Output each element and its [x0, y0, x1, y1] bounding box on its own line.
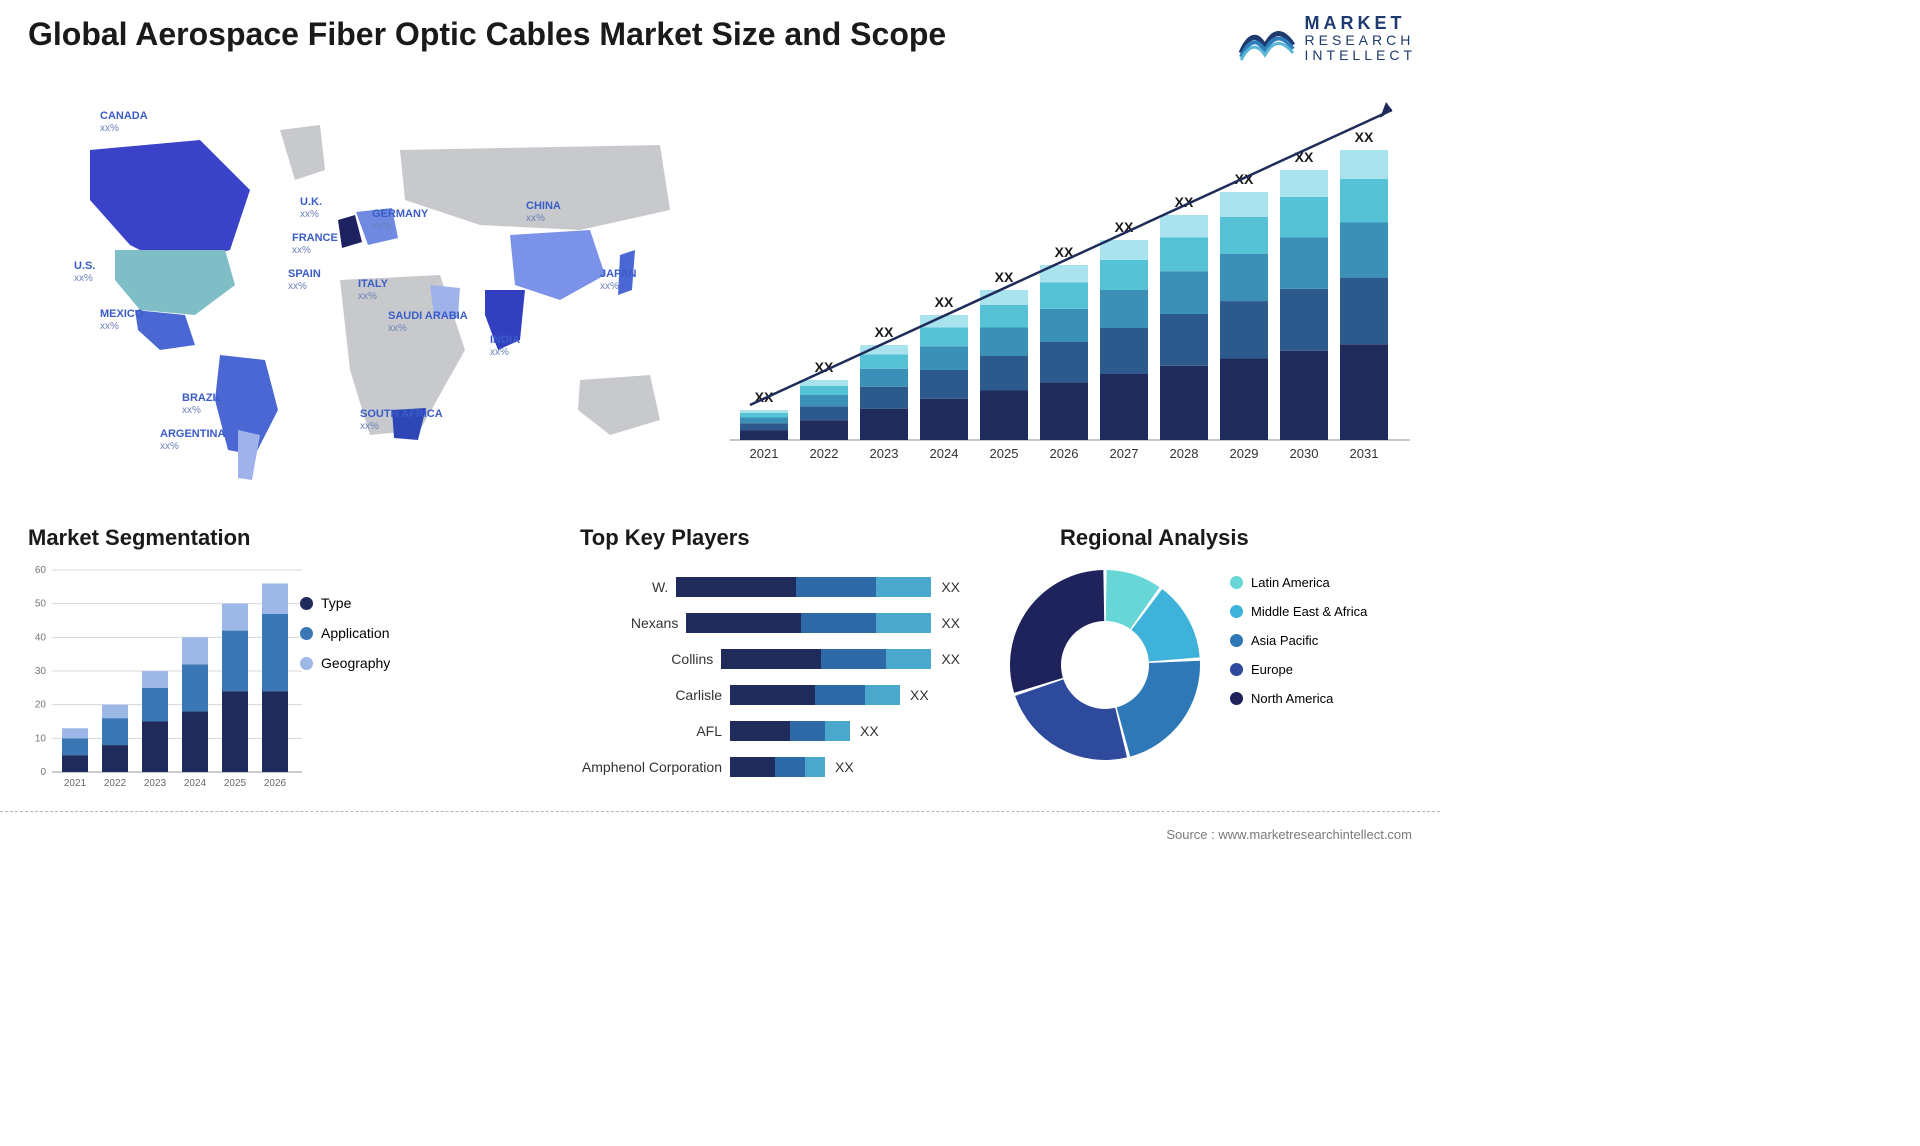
svg-text:50: 50 [35, 599, 47, 610]
regional-legend: Latin America Middle East & Africa Asia Pa… [1230, 575, 1367, 720]
svg-text:2021: 2021 [64, 778, 87, 789]
svg-text:2026: 2026 [1050, 446, 1079, 461]
svg-text:20: 20 [35, 700, 47, 711]
regional-donut [1000, 560, 1210, 770]
map-label: INDIAxx% [490, 334, 520, 358]
segmentation-title: Market Segmentation [28, 525, 251, 551]
footer-divider [0, 811, 1440, 812]
map-label: GERMANYxx% [372, 208, 428, 232]
svg-text:2024: 2024 [930, 446, 959, 461]
player-row: W.XX [560, 570, 960, 604]
svg-text:XX: XX [995, 269, 1014, 285]
segmentation-legend: Type Application Geography [300, 595, 390, 685]
regional-title: Regional Analysis [1060, 525, 1249, 551]
map-label: ITALYxx% [358, 278, 388, 302]
legend-item: Middle East & Africa [1230, 604, 1367, 619]
svg-text:XX: XX [935, 294, 954, 310]
map-label: JAPANxx% [600, 268, 636, 292]
svg-text:2027: 2027 [1110, 446, 1139, 461]
svg-text:2029: 2029 [1230, 446, 1259, 461]
world-map: CANADAxx% U.S.xx% MEXICOxx% BRAZILxx% ARGENT… [20, 90, 700, 480]
svg-text:10: 10 [35, 733, 47, 744]
map-label: BRAZILxx% [182, 392, 222, 416]
map-label: SPAINxx% [288, 268, 321, 292]
players-chart: W.XXNexansXXCollinsXXCarlisleXXAFLXXAmph… [560, 570, 960, 786]
logo-line1: MARKET [1305, 14, 1416, 33]
svg-text:2025: 2025 [990, 446, 1019, 461]
brand-logo: MARKET RESEARCH INTELLECT [1239, 14, 1416, 62]
player-row: CarlisleXX [560, 678, 960, 712]
legend-item: Geography [300, 655, 390, 671]
player-row: Amphenol CorporationXX [560, 750, 960, 784]
logo-line2: RESEARCH [1305, 33, 1416, 48]
logo-icon [1239, 15, 1295, 61]
map-label: U.S.xx% [74, 260, 95, 284]
svg-text:2023: 2023 [144, 778, 167, 789]
legend-item: Latin America [1230, 575, 1367, 590]
legend-item: North America [1230, 691, 1367, 706]
map-label: CHINAxx% [526, 200, 561, 224]
segmentation-chart: 0 10 20 30 40 50 60 2021 2022 2023 2024 2025 2026 [24, 562, 304, 792]
map-label: MEXICOxx% [100, 308, 143, 332]
player-row: AFLXX [560, 714, 960, 748]
legend-item: Asia Pacific [1230, 633, 1367, 648]
map-label: ARGENTINAxx% [160, 428, 225, 452]
svg-text:2025: 2025 [224, 778, 247, 789]
map-label: SOUTH AFRICAxx% [360, 408, 443, 432]
map-label: FRANCExx% [292, 232, 338, 256]
svg-text:2028: 2028 [1170, 446, 1199, 461]
legend-item: Application [300, 625, 390, 641]
svg-text:2026: 2026 [264, 778, 287, 789]
player-row: NexansXX [560, 606, 960, 640]
svg-text:XX: XX [1355, 129, 1374, 145]
svg-text:2022: 2022 [104, 778, 127, 789]
svg-text:0: 0 [40, 767, 46, 778]
svg-text:2030: 2030 [1290, 446, 1319, 461]
svg-text:2022: 2022 [810, 446, 839, 461]
svg-text:2023: 2023 [870, 446, 899, 461]
page-title: Global Aerospace Fiber Optic Cables Mark… [28, 16, 946, 53]
players-title: Top Key Players [580, 525, 750, 551]
source-text: Source : www.marketresearchintellect.com [1166, 827, 1412, 842]
map-label: U.K.xx% [300, 196, 322, 220]
map-label: SAUDI ARABIAxx% [388, 310, 468, 334]
svg-text:2024: 2024 [184, 778, 207, 789]
svg-text:60: 60 [35, 565, 47, 576]
map-label: CANADAxx% [100, 110, 148, 134]
market-size-bar-chart: XX2021XX2022XX2023XX2024XX2025XX2026XX20… [730, 100, 1410, 470]
svg-text:2021: 2021 [750, 446, 779, 461]
svg-text:40: 40 [35, 632, 47, 643]
legend-item: Europe [1230, 662, 1367, 677]
svg-text:XX: XX [875, 324, 894, 340]
svg-text:2031: 2031 [1350, 446, 1379, 461]
legend-item: Type [300, 595, 390, 611]
logo-line3: INTELLECT [1305, 48, 1416, 63]
svg-text:30: 30 [35, 666, 47, 677]
player-row: CollinsXX [560, 642, 960, 676]
